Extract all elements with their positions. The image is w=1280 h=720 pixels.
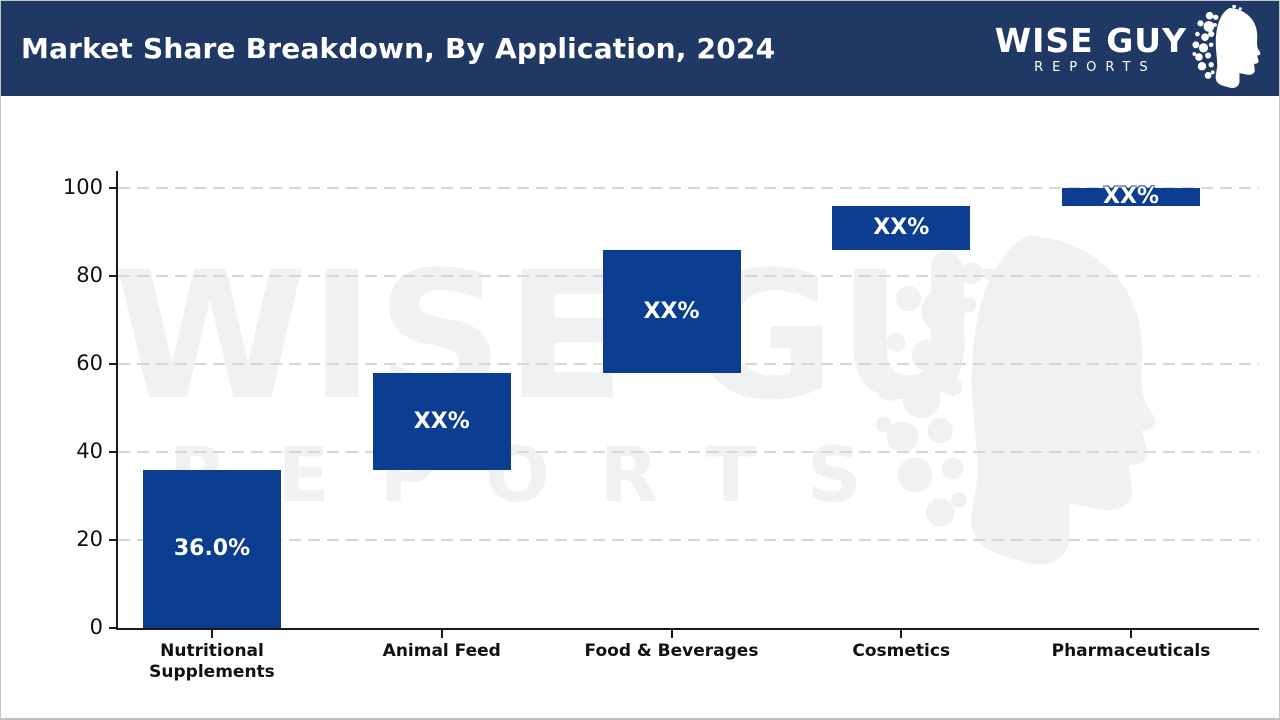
x-tick xyxy=(1130,630,1132,638)
x-category-label: Nutritional Supplements xyxy=(149,641,275,683)
wise-guy-logo: WISE GUY REPORTS xyxy=(995,4,1267,93)
bar-value-label: XX% xyxy=(643,298,700,324)
chart-title: Market Share Breakdown, By Application, … xyxy=(21,32,776,65)
x-tick xyxy=(440,630,443,638)
bar-value-label: XX% xyxy=(413,408,470,434)
bar-animal-feed: XX% xyxy=(372,372,511,470)
x-tick xyxy=(900,630,903,638)
bar-value-label: XX% xyxy=(873,215,930,241)
y-tick-label: 40 xyxy=(76,439,103,463)
y-tick-label: 80 xyxy=(76,263,103,287)
y-tick-label: 100 xyxy=(62,175,103,199)
y-tick-label: 20 xyxy=(76,527,103,551)
logo-subtext: REPORTS xyxy=(1034,59,1157,75)
x-category-label: Cosmetics xyxy=(852,641,951,661)
gridline-y20 xyxy=(118,539,1259,541)
bar-food-beverages: XX% xyxy=(602,249,741,373)
y-tick xyxy=(109,451,118,453)
gridline-y40 xyxy=(118,451,1259,453)
logo-wordmark: WISE GUY xyxy=(994,20,1187,60)
y-tick-label: 0 xyxy=(89,615,103,639)
x-category-label: Food & Beverages xyxy=(584,641,759,661)
y-tick-label: 60 xyxy=(76,351,103,375)
bar-cosmetics: XX% xyxy=(832,205,971,250)
logo-head-icon xyxy=(1192,4,1261,88)
y-tick xyxy=(109,187,118,189)
bar-pharmaceuticals: XX% xyxy=(1062,184,1200,209)
x-category-label: Pharmaceuticals xyxy=(1051,641,1211,661)
watermark-head-graphic xyxy=(875,235,1156,565)
x-tick xyxy=(670,630,673,638)
gridline-y100 xyxy=(118,187,1259,189)
x-axis-spine xyxy=(116,628,1259,630)
y-axis-spine xyxy=(116,171,118,630)
x-tick xyxy=(211,630,213,638)
y-tick xyxy=(109,539,118,541)
bar-value-label: XX% xyxy=(1103,184,1159,210)
y-tick xyxy=(109,627,118,629)
header-band: Market Share Breakdown, By Application, … xyxy=(1,1,1279,96)
y-tick xyxy=(109,363,118,365)
logo-text: WISE GUY REPORTS xyxy=(995,24,1187,74)
y-tick xyxy=(109,275,118,277)
bar-nutritional-supplements: 36.0% xyxy=(143,469,281,628)
bar-value-label: 36.0% xyxy=(173,536,251,562)
x-category-label: Animal Feed xyxy=(382,641,501,661)
